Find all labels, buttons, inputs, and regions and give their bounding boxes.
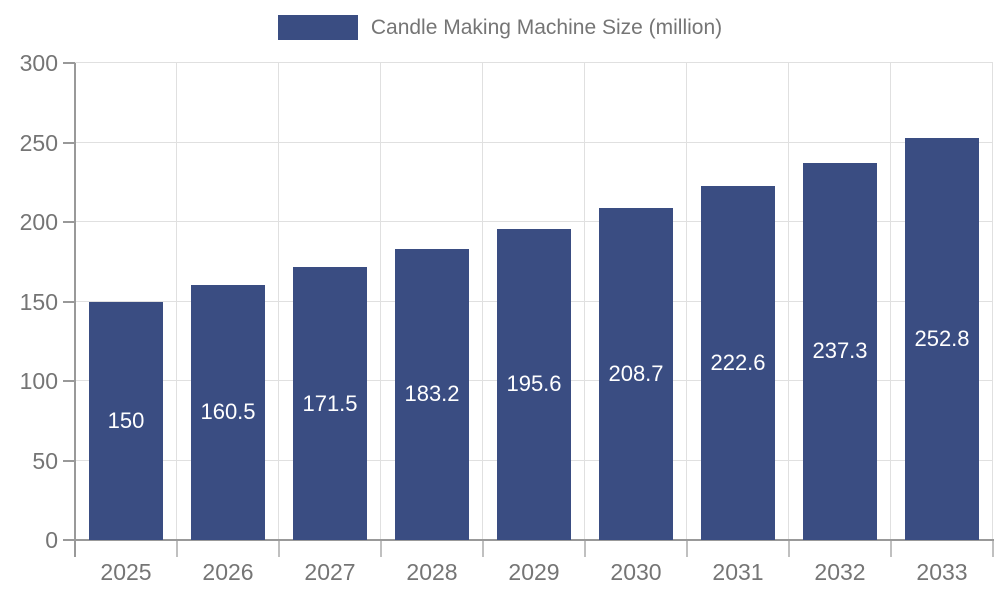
y-axis-label: 300 xyxy=(19,50,58,76)
x-axis-label-2030: 2030 xyxy=(610,559,662,585)
x-gridline xyxy=(992,63,993,540)
y-axis-tick xyxy=(63,62,75,64)
legend[interactable]: Candle Making Machine Size (million) xyxy=(0,15,1000,40)
bar-value-label: 237.3 xyxy=(812,338,868,364)
y-gridline xyxy=(75,142,993,143)
bar-value-label: 171.5 xyxy=(302,390,358,416)
y-axis-label: 200 xyxy=(19,209,58,235)
bar-2028[interactable]: 183.2 xyxy=(395,248,469,540)
x-axis-label-2032: 2032 xyxy=(814,559,866,585)
y-axis-label: 50 xyxy=(32,448,58,474)
bar-2033[interactable]: 252.8 xyxy=(905,138,979,540)
x-axis-tick xyxy=(278,540,280,557)
x-axis-tick xyxy=(686,540,688,557)
x-gridline xyxy=(482,63,483,540)
y-axis-label: 150 xyxy=(19,289,58,315)
legend-swatch xyxy=(277,15,358,40)
bar-value-label: 150 xyxy=(107,407,145,433)
bar-value-label: 208.7 xyxy=(608,361,664,387)
y-gridline xyxy=(75,62,993,63)
y-axis-tick xyxy=(63,460,75,462)
x-gridline xyxy=(686,63,687,540)
bar-2031[interactable]: 222.6 xyxy=(701,186,775,540)
bar-2027[interactable]: 171.5 xyxy=(293,267,367,540)
y-axis-label: 0 xyxy=(45,527,58,553)
x-gridline xyxy=(278,63,279,540)
x-axis-tick xyxy=(380,540,382,557)
bar-value-label: 252.8 xyxy=(914,326,970,352)
bar-2025[interactable]: 150 xyxy=(89,301,163,540)
x-gridline xyxy=(380,63,381,540)
bar-2026[interactable]: 160.5 xyxy=(191,284,265,540)
y-axis-line xyxy=(74,63,76,557)
bar-2029[interactable]: 195.6 xyxy=(497,228,571,540)
x-axis-label-2033: 2033 xyxy=(916,559,968,585)
y-axis-tick xyxy=(63,380,75,382)
x-axis-label-2025: 2025 xyxy=(100,559,152,585)
bar-2030[interactable]: 208.7 xyxy=(599,208,673,540)
x-axis-label-2028: 2028 xyxy=(406,559,458,585)
bar-value-label: 183.2 xyxy=(404,381,460,407)
x-axis-label-2027: 2027 xyxy=(304,559,356,585)
y-axis-tick xyxy=(63,539,75,541)
x-gridline xyxy=(176,63,177,540)
x-axis-line xyxy=(74,539,994,541)
x-gridline xyxy=(584,63,585,540)
legend-label: Candle Making Machine Size (million) xyxy=(370,15,723,39)
x-axis-tick xyxy=(584,540,586,557)
y-axis-label: 250 xyxy=(19,130,58,156)
x-axis-tick xyxy=(788,540,790,557)
y-axis-tick xyxy=(63,301,75,303)
x-axis-tick xyxy=(890,540,892,557)
y-axis-label: 100 xyxy=(19,368,58,394)
bar-value-label: 160.5 xyxy=(200,399,256,425)
x-gridline xyxy=(788,63,789,540)
bar-value-label: 222.6 xyxy=(710,350,766,376)
x-axis-tick xyxy=(176,540,178,557)
x-axis-label-2026: 2026 xyxy=(202,559,254,585)
x-axis-label-2031: 2031 xyxy=(712,559,764,585)
x-gridline xyxy=(890,63,891,540)
y-axis-tick xyxy=(63,221,75,223)
bar-2032[interactable]: 237.3 xyxy=(803,162,877,540)
x-axis-tick xyxy=(482,540,484,557)
y-axis-tick xyxy=(63,142,75,144)
x-axis-label-2029: 2029 xyxy=(508,559,560,585)
y-gridline xyxy=(75,221,993,222)
x-axis-tick xyxy=(992,540,994,557)
bar-value-label: 195.6 xyxy=(506,371,562,397)
